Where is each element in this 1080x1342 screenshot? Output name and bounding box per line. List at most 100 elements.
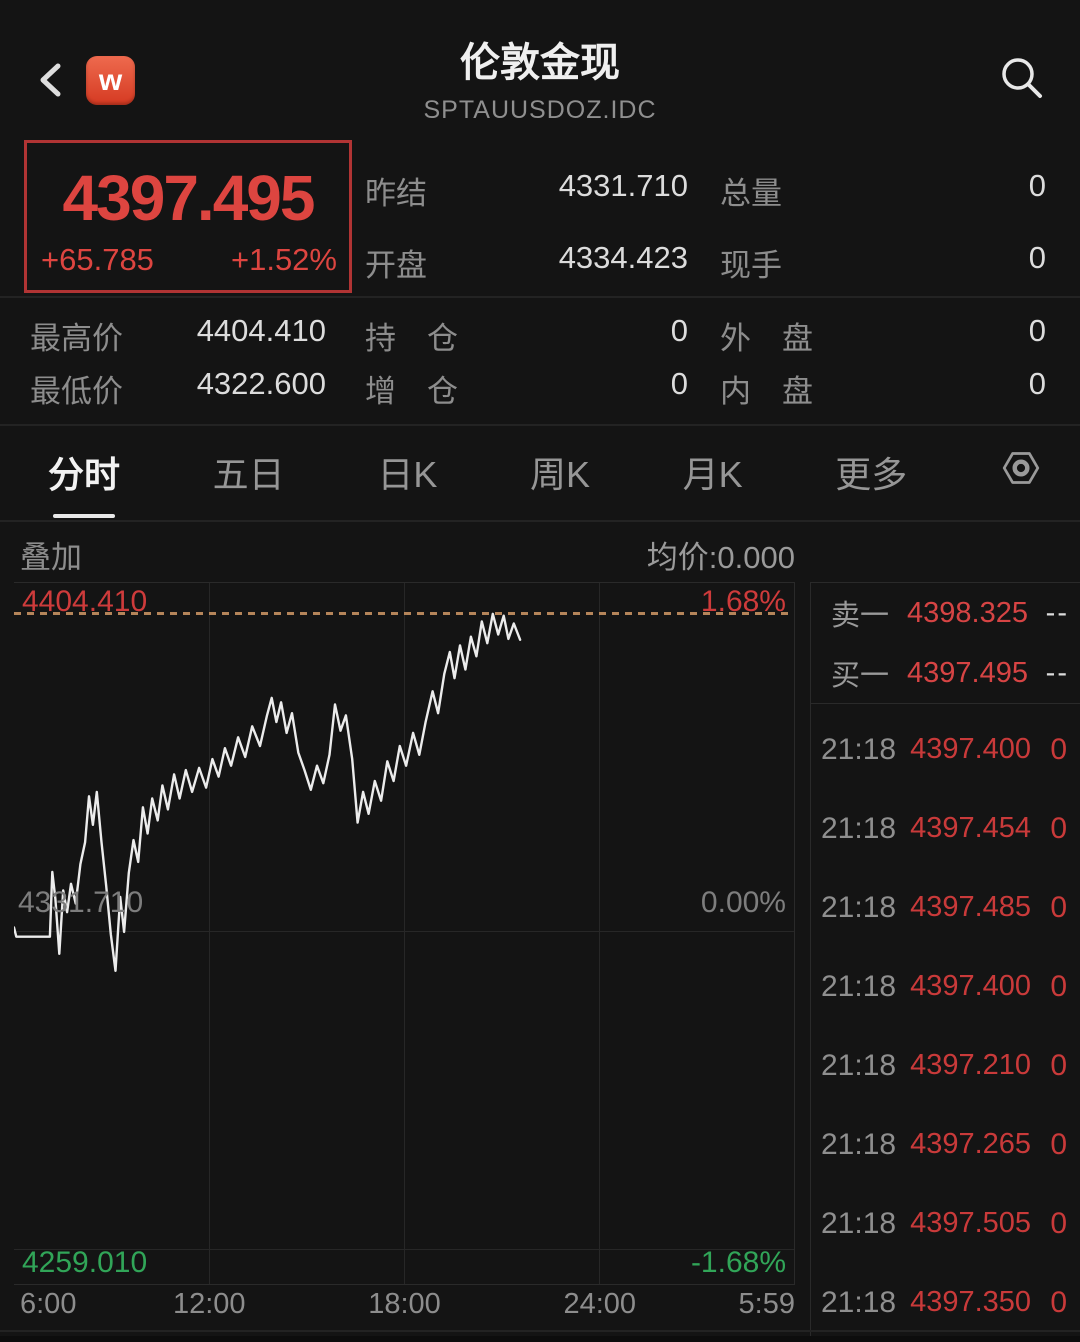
- inner-lots-value: 0: [1028, 366, 1046, 401]
- open-label: 开盘: [365, 248, 427, 283]
- tick-row: 21:18 4397.350 0: [811, 1263, 1080, 1342]
- chart-high-price-label: 4404.410: [22, 585, 148, 618]
- intraday-chart-canvas[interactable]: 4404.410 1.68% 4331.710 0.00% 4259.010 -…: [14, 582, 795, 1285]
- position-change-value: 0: [670, 366, 688, 401]
- search-button[interactable]: [996, 52, 1048, 104]
- inner-lots-label: 内 盘: [720, 374, 813, 409]
- tick-time: 21:18: [821, 811, 897, 845]
- chevron-left-icon: [40, 63, 61, 97]
- tick-time: 21:18: [821, 1127, 897, 1161]
- tab-intraday[interactable]: 分时: [48, 446, 120, 504]
- ask-label: 卖一: [831, 600, 890, 632]
- last-price-panel: 4397.495 +65.785 +1.52%: [24, 140, 352, 293]
- price-change: +65.785: [41, 242, 154, 277]
- gridline-vertical: [209, 583, 210, 1284]
- last-price: 4397.495: [62, 162, 316, 234]
- ask-row: 卖一 4398.325 --: [811, 583, 1080, 643]
- high-label: 最高价: [30, 321, 123, 356]
- tick-price: 4397.265: [910, 1128, 1032, 1160]
- low-value: 4322.600: [196, 366, 326, 401]
- page-title: 伦敦金现: [460, 41, 620, 85]
- day-high-dotted-line: [14, 612, 794, 615]
- tick-price: 4397.505: [910, 1207, 1032, 1239]
- time-axis: 6:00 12:00 18:00 24:00 5:59: [14, 1288, 795, 1328]
- bid-label: 买一: [831, 660, 890, 692]
- tick-qty: 0: [1050, 1048, 1067, 1082]
- gridline-vertical: [599, 583, 600, 1284]
- bid-row: 买一 4397.495 --: [811, 643, 1080, 703]
- time-tick: 12:00: [172, 1288, 246, 1320]
- bid-qty: --: [1045, 656, 1069, 689]
- tick-row: 21:18 4397.485 0: [811, 868, 1080, 947]
- divider: [0, 1330, 1080, 1332]
- prev-close-value: 4331.710: [558, 168, 688, 203]
- time-tick: 18:00: [368, 1288, 441, 1320]
- price-line-svg: [14, 612, 522, 972]
- tick-price: 4397.454: [910, 812, 1032, 844]
- overlay-button[interactable]: 叠加: [20, 539, 82, 575]
- tick-row: 21:18 4397.400 0: [811, 947, 1080, 1026]
- price-change-pct: +1.52%: [230, 242, 337, 277]
- tick-price: 4397.400: [910, 970, 1032, 1002]
- position-change-label: 增 仓: [365, 374, 458, 409]
- tick-qty: 0: [1050, 811, 1067, 845]
- settings-hexagon-icon: [1002, 451, 1040, 484]
- current-volume-label: 现手: [720, 248, 782, 283]
- divider: [0, 424, 1080, 426]
- tick-time: 21:18: [821, 969, 897, 1003]
- tick-row: 21:18 4397.454 0: [811, 789, 1080, 868]
- tab-daily[interactable]: 日K: [377, 454, 438, 495]
- divider: [0, 520, 1080, 522]
- tick-qty: 0: [1050, 969, 1067, 1003]
- divider: [811, 703, 1080, 704]
- time-tick: 24:00: [563, 1288, 637, 1320]
- divider: [0, 296, 1080, 298]
- tick-time: 21:18: [821, 732, 897, 766]
- bid-price: 4397.495: [907, 656, 1028, 689]
- wind-app-logo: w: [86, 56, 135, 105]
- tab-5day[interactable]: 五日: [212, 454, 285, 495]
- tick-row: 21:18 4397.400 0: [811, 710, 1080, 789]
- chart-settings-button[interactable]: [1000, 447, 1042, 504]
- time-tick: 6:00: [20, 1288, 77, 1320]
- tick-row: 21:18 4397.265 0: [811, 1105, 1080, 1184]
- volume-value: 0: [1028, 168, 1046, 203]
- gridline-low: [14, 1249, 794, 1250]
- high-value: 4404.410: [196, 313, 326, 348]
- tab-monthly[interactable]: 月K: [682, 454, 743, 495]
- chart-high-pct-label: 1.68%: [700, 585, 786, 618]
- tick-time: 21:18: [821, 1048, 897, 1082]
- tab-weekly[interactable]: 周K: [529, 454, 590, 495]
- tick-time: 21:18: [821, 1206, 897, 1240]
- tick-qty: 0: [1050, 732, 1067, 766]
- tick-price: 4397.485: [910, 891, 1032, 923]
- current-volume-value: 0: [1028, 240, 1046, 275]
- chart-low-price-label: 4259.010: [22, 1246, 148, 1279]
- time-tick: 5:59: [738, 1288, 795, 1320]
- tick-qty: 0: [1050, 1285, 1067, 1319]
- gridline-prevclose: [14, 931, 794, 932]
- average-price-label: 均价:0.000: [646, 539, 795, 575]
- price-line: [14, 612, 522, 972]
- volume-label: 总量: [720, 176, 782, 211]
- outer-lots-label: 外 盘: [720, 321, 813, 356]
- chart-low-pct-label: -1.68%: [690, 1246, 786, 1279]
- search-icon: [1002, 58, 1042, 98]
- order-book-and-ticks-panel: 卖一 4398.325 -- 买一 4397.495 -- 21:18 4397…: [810, 582, 1080, 1336]
- tab-more[interactable]: 更多: [835, 454, 908, 495]
- back-button[interactable]: [30, 58, 74, 102]
- prev-close-label: 昨结: [365, 176, 427, 211]
- tick-time: 21:18: [821, 1285, 897, 1319]
- logo-letter: w: [98, 63, 123, 97]
- tick-qty: 0: [1050, 1127, 1067, 1161]
- chart-prevclose-label: 4331.710: [18, 886, 144, 919]
- open-value: 4334.423: [558, 240, 688, 275]
- tick-qty: 0: [1050, 1206, 1067, 1240]
- chart-zero-pct-label: 0.00%: [700, 886, 786, 919]
- instrument-code: SPTAUUSDOZ.IDC: [423, 96, 657, 124]
- tick-time: 21:18: [821, 890, 897, 924]
- tick-row: 21:18 4397.505 0: [811, 1184, 1080, 1263]
- open-interest-label: 持 仓: [365, 321, 458, 356]
- ask-price: 4398.325: [907, 596, 1028, 629]
- tick-row: 21:18 4397.210 0: [811, 1026, 1080, 1105]
